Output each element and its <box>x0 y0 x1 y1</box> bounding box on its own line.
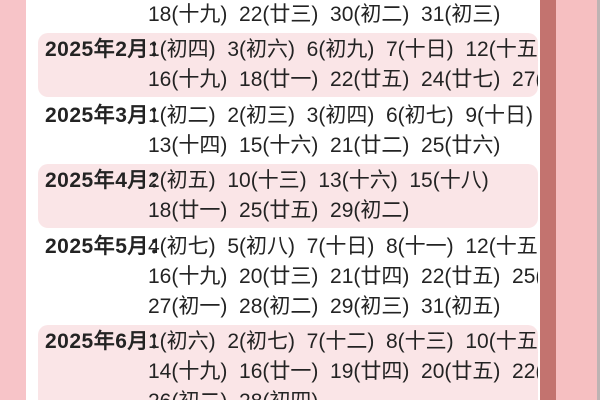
date-line: 2025年6月： 1(初六) 2(初七) 7(十二) 8(十三) 10(十五) <box>38 327 538 357</box>
right-edge-line <box>597 0 600 400</box>
date-list: 2(初五) 10(十三) 13(十六) 15(十八) <box>148 169 489 192</box>
date-line: 18(廿一) 25(廿五) 29(初二) <box>38 196 538 226</box>
date-list: 18(十九) 22(廿三) 30(初二) 31(初三) <box>148 3 501 26</box>
date-list: 16(十九) 20(廿三) 21(廿四) 22(廿五) 25(廿八) <box>148 265 538 288</box>
date-list: 26(初二) 28(初四) <box>148 387 538 400</box>
date-list: 1(初二) 2(初三) 3(初四) 6(初七) 9(十日) <box>148 104 534 127</box>
date-line: 16(十九) 18(廿一) 22(廿五) 24(廿七) 27(三十) <box>38 65 538 95</box>
month-row-2025-04: 2025年4月： 2(初五) 10(十三) 13(十六) 15(十八) 18(廿… <box>38 164 538 228</box>
month-row-january-continuation: 18(十九) 22(廿三) 30(初二) 31(初三) <box>38 0 538 30</box>
date-line: 2025年5月： 4(初七) 5(初八) 7(十日) 8(十一) 12(十五) <box>38 232 538 262</box>
month-label: 2025年5月： <box>45 235 171 258</box>
month-label-spacer <box>38 387 148 400</box>
month-label-spacer <box>38 262 148 292</box>
date-line: 2025年2月： 1(初四) 3(初六) 6(初九) 7(十日) 12(十五) <box>38 35 538 65</box>
date-line: 26(初二) 28(初四) <box>38 387 538 400</box>
date-list: 1(初四) 3(初六) 6(初九) 7(十日) 12(十五) <box>148 38 538 61</box>
month-label: 2025年4月： <box>45 169 171 192</box>
date-list: 18(廿一) 25(廿五) 29(初二) <box>148 199 410 222</box>
date-line: 2025年4月： 2(初五) 10(十三) 13(十六) 15(十八) <box>38 166 538 196</box>
month-row-2025-05: 2025年5月： 4(初七) 5(初八) 7(十日) 8(十一) 12(十五) … <box>38 232 538 322</box>
date-list: 4(初七) 5(初八) 7(十日) 8(十一) 12(十五) <box>148 235 538 258</box>
month-label <box>38 0 148 30</box>
left-border-stripe <box>0 0 26 400</box>
date-line: 2025年3月： 1(初二) 2(初三) 3(初四) 6(初七) 9(十日) <box>38 101 538 131</box>
calendar-content: 18(十九) 22(廿三) 30(初二) 31(初三) 2025年2月： 1(初… <box>26 0 540 400</box>
month-row-2025-02: 2025年2月： 1(初四) 3(初六) 6(初九) 7(十日) 12(十五) … <box>38 33 538 97</box>
month-label-spacer <box>38 357 148 387</box>
month-row-2025-03: 2025年3月： 1(初二) 2(初三) 3(初四) 6(初七) 9(十日) 1… <box>38 101 538 161</box>
date-line: 14(十九) 16(廿一) 19(廿四) 20(廿五) 22(廿七) <box>38 357 538 387</box>
date-line: 16(十九) 20(廿三) 21(廿四) 22(廿五) 25(廿八) <box>38 262 538 292</box>
right-dusty-border-stripe <box>540 0 556 400</box>
month-label-spacer <box>38 131 148 161</box>
date-list: 13(十四) 15(十六) 21(廿二) 25(廿六) <box>148 134 501 157</box>
right-pink-border-stripe <box>556 0 597 400</box>
month-label-spacer <box>38 65 148 95</box>
month-label: 2025年2月： <box>45 38 171 61</box>
date-line: 18(十九) 22(廿三) 30(初二) 31(初三) <box>38 0 538 30</box>
month-label: 2025年3月： <box>45 104 171 127</box>
date-line: 27(初一) 28(初二) 29(初三) 31(初五) <box>38 292 538 322</box>
month-label-spacer <box>38 292 148 322</box>
month-row-2025-06: 2025年6月： 1(初六) 2(初七) 7(十二) 8(十三) 10(十五) … <box>38 325 538 400</box>
date-list: 27(初一) 28(初二) 29(初三) 31(初五) <box>148 295 501 318</box>
date-list: 14(十九) 16(廿一) 19(廿四) 20(廿五) 22(廿七) <box>148 360 538 383</box>
date-line: 13(十四) 15(十六) 21(廿二) 25(廿六) <box>38 131 538 161</box>
date-list: 1(初六) 2(初七) 7(十二) 8(十三) 10(十五) <box>148 330 538 353</box>
month-label: 2025年6月： <box>45 330 171 353</box>
date-list: 16(十九) 18(廿一) 22(廿五) 24(廿七) 27(三十) <box>148 68 538 91</box>
month-label-spacer <box>38 196 148 226</box>
